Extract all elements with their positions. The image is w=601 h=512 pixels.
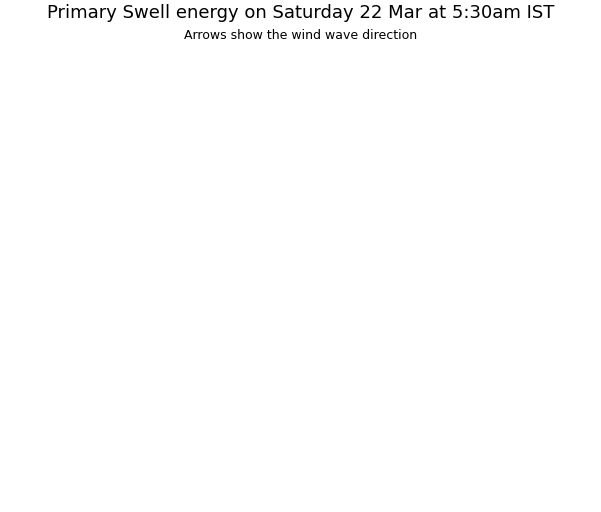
Text: Primary Swell energy on Saturday 22 Mar at 5:30am IST: Primary Swell energy on Saturday 22 Mar … bbox=[47, 4, 554, 22]
Text: Arrows show the wind wave direction: Arrows show the wind wave direction bbox=[184, 29, 417, 41]
Text: cartopy required: cartopy required bbox=[219, 269, 382, 288]
